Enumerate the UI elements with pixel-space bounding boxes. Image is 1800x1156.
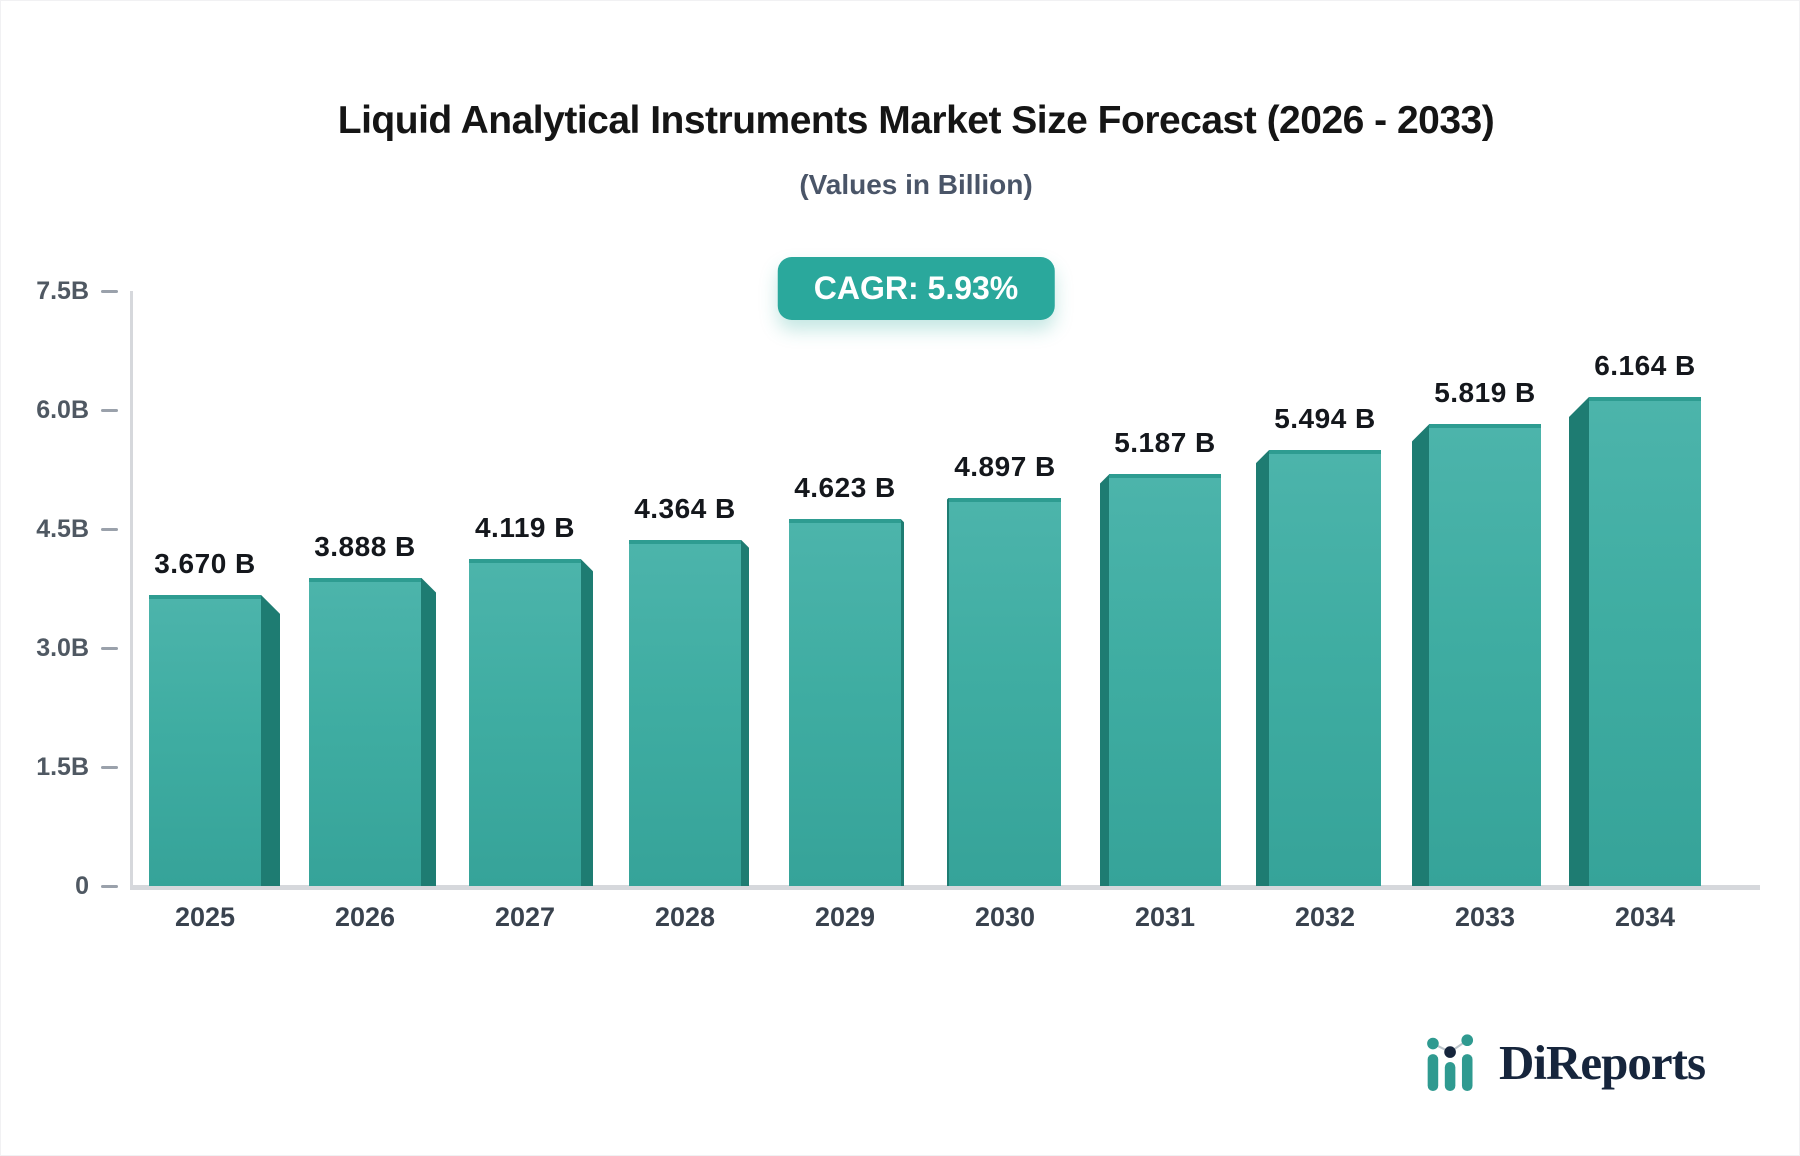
x-axis-line [130,885,1760,890]
bar-side-face [741,539,749,886]
y-tick-label: 3.0B [36,634,89,662]
bar-side-face [581,559,593,886]
bar-value-label: 3.888 B [314,530,416,562]
bar-value-label: 4.364 B [634,492,736,524]
bar-side-face [1100,474,1109,886]
x-tick-label-2029: 2029 [814,902,876,932]
y-tick-label: 4.5B [36,515,89,543]
bar-value-label: 5.494 B [1274,403,1376,435]
bar-value-label: 3.670 B [154,547,256,579]
bar-2026 [309,577,421,886]
bar-2028 [629,539,741,886]
y-tick-mark [101,766,118,769]
x-tick-label-2030: 2030 [974,902,1036,932]
x-tick-label-2034: 2034 [1614,902,1676,932]
x-tick-label-2031: 2031 [1134,902,1196,932]
bar-2030 [949,497,1061,886]
x-tick-label-2033: 2033 [1454,902,1516,932]
bar-side-face [261,594,280,886]
bar-value-label: 5.819 B [1434,377,1536,409]
y-tick-mark [101,885,118,888]
bar-2034 [1589,396,1701,886]
bar-side-face [901,519,904,886]
y-tick-label: 6.0B [36,396,89,424]
x-tick-label-2028: 2028 [654,902,716,932]
bar-2032 [1269,450,1381,886]
y-tick-label: 7.5B [36,277,89,305]
bar-2031 [1109,474,1221,886]
x-tick-label-2026: 2026 [334,902,396,932]
brand-logo-icon [1425,1029,1491,1096]
y-tick-mark [101,528,118,531]
bar-value-label: 5.187 B [1114,427,1216,459]
bar-2027 [469,559,581,886]
cagr-badge: CAGR: 5.93% [777,257,1055,320]
bar-side-face [1256,450,1269,886]
bar-side-face [421,577,436,886]
bar-value-label: 4.897 B [954,450,1056,482]
bar-side-face [1569,396,1589,886]
y-axis-line [130,291,133,888]
x-tick-label-2025: 2025 [174,902,236,932]
bar-value-label: 4.623 B [794,472,896,504]
bar-value-label: 4.119 B [474,512,576,544]
y-tick-mark [101,290,118,293]
bar-2025 [149,594,261,886]
bar-2033 [1429,424,1541,886]
x-tick-label-2032: 2032 [1294,902,1356,932]
y-tick-label: 1.5B [36,753,89,781]
bar-2029 [789,519,901,886]
brand-watermark: DiReports [1425,1029,1706,1096]
y-tick-mark [101,409,118,412]
y-tick-label: 0 [75,872,89,900]
y-tick-mark [101,647,118,650]
bar-value-label: 6.164 B [1594,349,1696,381]
chart-title: Liquid Analytical Instruments Market Siz… [337,99,1495,142]
brand-name: DiReports [1499,1034,1706,1090]
bar-side-face [1412,424,1429,886]
bar-side-face [947,497,949,886]
chart-subtitle: (Values in Billion) [799,169,1033,200]
x-tick-label-2027: 2027 [494,902,556,932]
